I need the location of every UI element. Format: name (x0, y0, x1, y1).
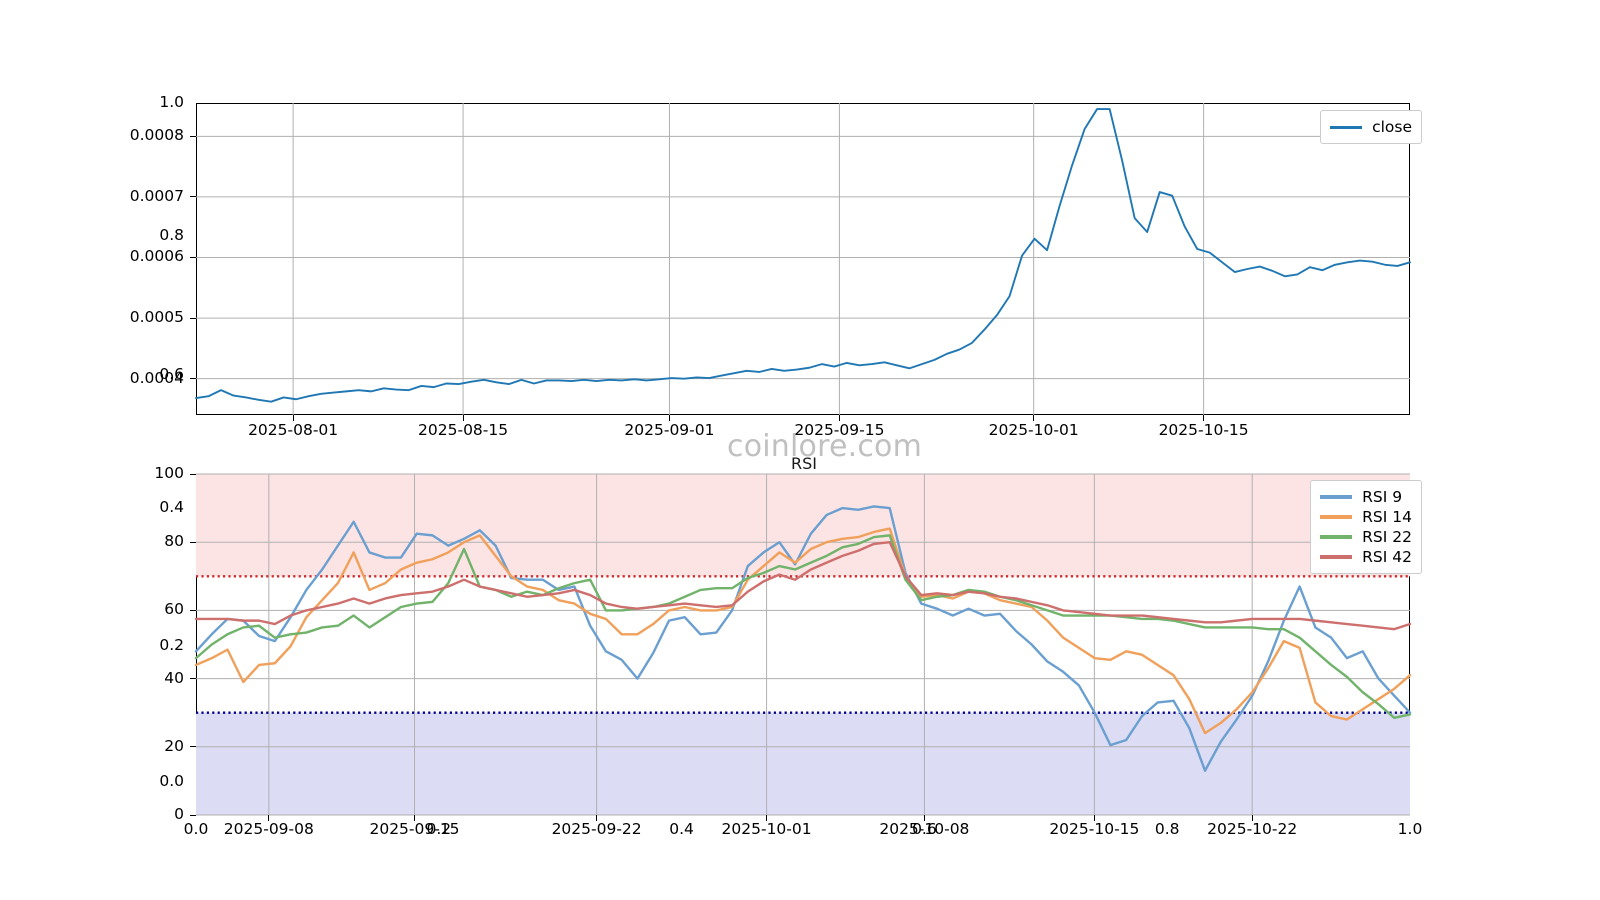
rsi-legend-label: RSI 22 (1362, 528, 1412, 546)
rsi-secondary-y-tick: 0.4 (159, 498, 184, 516)
rsi-y-tick: 0 (174, 805, 184, 823)
price-y-tick: 0.0004 (129, 368, 184, 387)
rsi-legend-item[interactable]: RSI 14 (1320, 507, 1412, 527)
rsi-x-tickmark (923, 815, 925, 821)
rsi-legend[interactable]: RSI 9 RSI 14 RSI 22 RSI 42 (1310, 480, 1422, 574)
rsi-chart-panel: RSI 100 80 60 40 20 0 0.4 0.2 0.0 2025-09-08 202… (0, 430, 1600, 900)
rsi-secondary-x-tick: 0.8 (1154, 820, 1180, 838)
rsi-secondary-x-tick: 1.0 (1397, 820, 1423, 838)
price-y-tickmark (190, 196, 196, 198)
rsi-y-tickmark (190, 746, 196, 748)
rsi-x-tick: 2025-10-08 (879, 820, 970, 838)
price-y-tickmark (190, 256, 196, 258)
legend-line-swatch-icon (1320, 535, 1353, 539)
rsi-legend-item[interactable]: RSI 22 (1320, 527, 1412, 547)
price-secondary-y-tick: 0.6 (159, 365, 184, 383)
rsi-x-tick: 2025-10-15 (1049, 820, 1140, 838)
price-x-tickmark (838, 415, 840, 421)
rsi-plot-svg (194, 473, 1412, 816)
rsi-secondary-x-tick: 0.0 (183, 820, 209, 838)
rsi-x-tickmark (596, 815, 598, 821)
price-x-tick: 2025-10-15 (1158, 421, 1249, 439)
legend-line-swatch-icon (1320, 555, 1353, 559)
rsi-y-tickmark (190, 678, 196, 680)
rsi-x-tickmark (414, 815, 416, 821)
rsi-x-tickmark (268, 815, 270, 821)
rsi-y-tick: 80 (164, 532, 184, 551)
rsi-legend-label: RSI 14 (1362, 508, 1412, 526)
overbought-band (196, 474, 1410, 577)
legend-line-swatch-icon (1320, 495, 1353, 499)
price-plot-svg (195, 103, 1411, 415)
price-x-tickmark (668, 415, 670, 421)
watermark-coinlore: coinlore.com (727, 429, 923, 464)
rsi-legend-label: RSI 42 (1362, 548, 1412, 566)
price-x-tick: 2025-10-01 (988, 421, 1079, 439)
price-chart-panel: 0.0004 0.0005 0.0006 0.0007 0.0008 1.0 0.8 0.6… (0, 0, 1600, 439)
rsi-title: RSI (791, 454, 817, 473)
rsi-legend-item[interactable]: RSI 9 (1320, 487, 1412, 507)
rsi-y-tick: 40 (164, 668, 184, 687)
rsi-y-tickmark (190, 473, 196, 475)
rsi-x-tick: 2025-10-22 (1207, 820, 1298, 838)
rsi-secondary-x-tick: 0.2 (426, 820, 452, 838)
rsi-x-tick: 2025-09-22 (551, 820, 642, 838)
price-y-tick: 0.0005 (129, 308, 184, 327)
rsi-line-rsi-9 (194, 505, 1412, 772)
price-x-tick: 2025-08-01 (248, 421, 339, 439)
price-y-tickmark (190, 378, 196, 380)
rsi-y-tickmark (190, 541, 196, 543)
price-secondary-y-tick: 0.8 (159, 226, 184, 244)
price-y-tick: 0.0008 (129, 126, 184, 145)
price-x-tickmark (1033, 415, 1035, 421)
legend-line-swatch-icon (1320, 515, 1353, 519)
rsi-y-tickmark (190, 814, 196, 816)
oversold-band (196, 712, 1410, 815)
legend-line-swatch-icon (1330, 125, 1363, 129)
price-x-tick: 2025-09-01 (624, 421, 715, 439)
price-x-tickmark (292, 415, 294, 421)
price-x-tickmark (1203, 415, 1205, 421)
rsi-legend-label: RSI 9 (1362, 488, 1403, 506)
rsi-secondary-y-tick: 0.2 (159, 636, 184, 654)
rsi-x-tick: 2025-09-15 (369, 820, 460, 838)
rsi-x-tickmark (766, 815, 768, 821)
price-legend[interactable]: close (1320, 110, 1422, 144)
rsi-line-rsi-42 (194, 541, 1412, 631)
price-legend-label: close (1372, 118, 1412, 136)
rsi-legend-item[interactable]: RSI 42 (1320, 547, 1412, 567)
rsi-y-tickmark (190, 609, 196, 611)
rsi-y-tick: 60 (164, 600, 184, 619)
price-x-tick: 2025-09-15 (794, 421, 885, 439)
price-line-close (195, 108, 1411, 403)
rsi-y-tick: 20 (164, 736, 184, 755)
rsi-x-tickmark (1251, 815, 1253, 821)
rsi-secondary-x-tick: 0.6 (912, 820, 937, 838)
price-y-tick: 0.0006 (129, 247, 184, 266)
rsi-x-tick: 2025-09-08 (223, 820, 314, 838)
price-x-tickmark (462, 415, 464, 421)
rsi-line-rsi-14 (194, 527, 1412, 735)
rsi-x-tickmark (1093, 815, 1095, 821)
price-y-tick: 0.0007 (129, 186, 184, 205)
price-y-tickmark (190, 317, 196, 319)
price-plot-area (196, 103, 1410, 415)
rsi-secondary-y-tick: 0.0 (159, 772, 184, 790)
price-legend-item[interactable]: close (1330, 117, 1412, 137)
rsi-secondary-x-tick: 0.4 (669, 820, 694, 838)
price-x-tick: 2025-08-15 (418, 421, 509, 439)
rsi-y-tick: 100 (154, 464, 184, 482)
rsi-x-tick: 2025-10-01 (721, 820, 812, 838)
rsi-line-rsi-22 (194, 534, 1412, 720)
price-y-tickmark (190, 135, 196, 137)
price-secondary-y-tick: 1.0 (159, 93, 184, 111)
